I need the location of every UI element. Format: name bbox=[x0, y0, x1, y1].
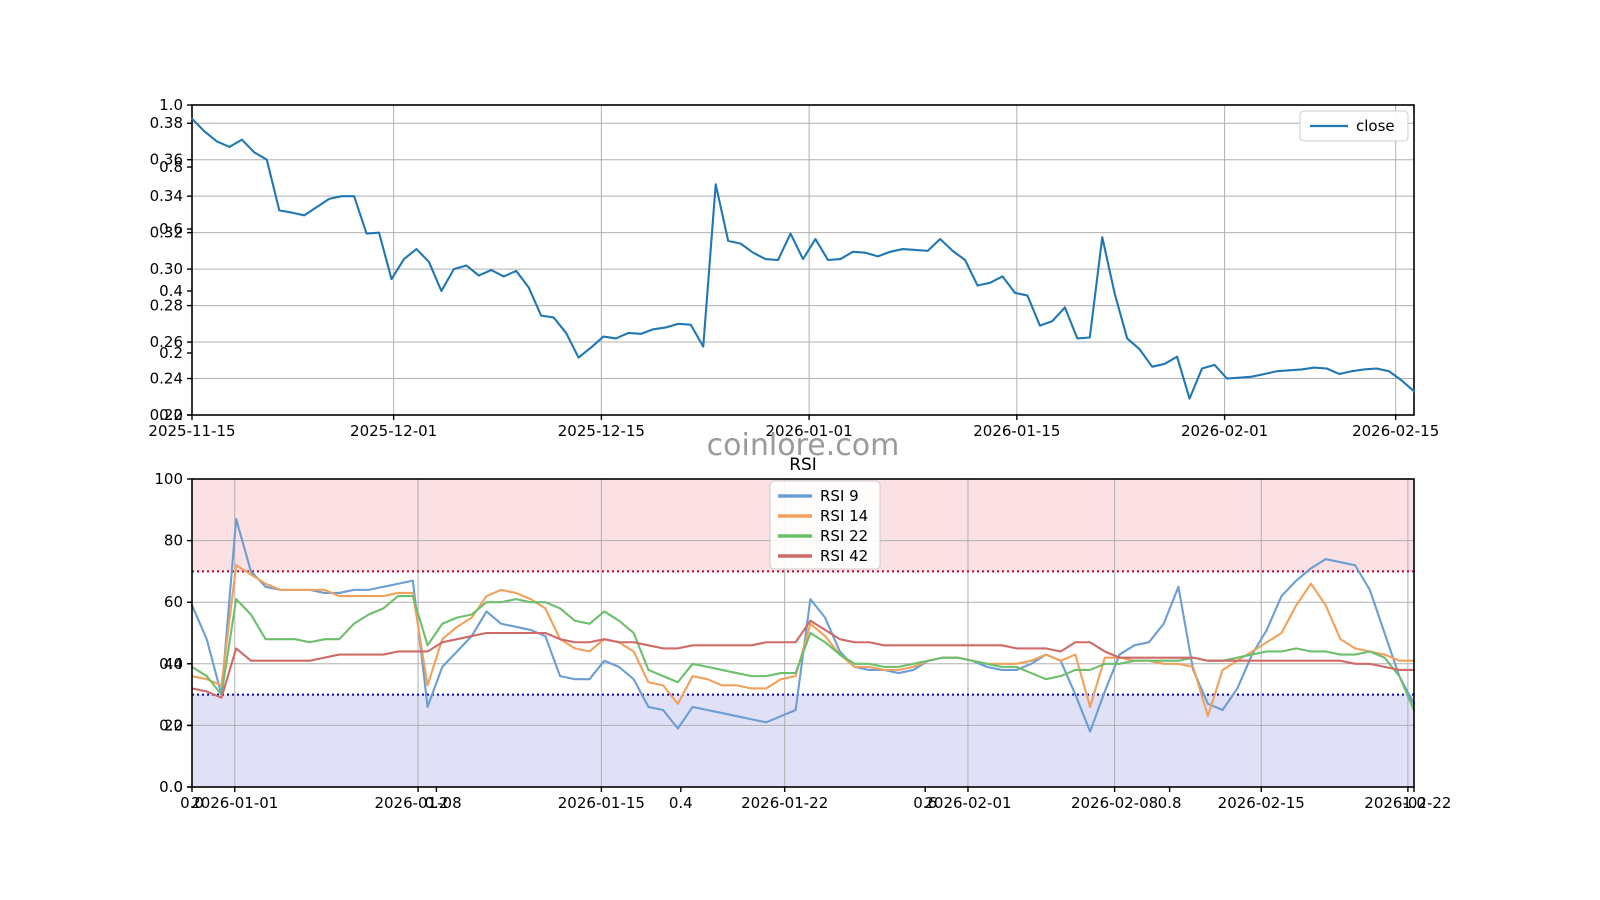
price-overlay-ytick-label: 0.4 bbox=[159, 282, 183, 300]
price-ytick-label: 0.32 bbox=[150, 224, 183, 242]
rsi-legend-label-rsi-9: RSI 9 bbox=[820, 487, 859, 505]
price-legend-label-close: close bbox=[1356, 117, 1395, 135]
price-xtick-label: 2026-01-15 bbox=[973, 422, 1060, 440]
price-axis-frame bbox=[191, 104, 1415, 416]
price-xtick-label: 2025-12-15 bbox=[558, 422, 645, 440]
price-ytick-label: 0.28 bbox=[150, 297, 183, 315]
price-xtick-label: 2025-11-15 bbox=[148, 422, 235, 440]
price-overlay-ytick-label: 0.2 bbox=[159, 344, 183, 362]
price-series-close bbox=[190, 117, 1416, 400]
rsi-legend-label-rsi-22: RSI 22 bbox=[820, 527, 868, 545]
price-xtick-label: 2026-02-01 bbox=[1181, 422, 1268, 440]
rsi-ytick-label: 40 bbox=[164, 655, 183, 673]
price-ytick-label: 0.24 bbox=[150, 370, 183, 388]
rsi-overlay-xtick-label: 0.0 bbox=[180, 794, 204, 812]
price-overlay-ytick-label: 1.0 bbox=[159, 96, 183, 114]
price-overlay-ytick-label: 0.0 bbox=[159, 406, 183, 424]
price-xtick-label: 2026-01-01 bbox=[766, 422, 853, 440]
price-legend-box[interactable] bbox=[1299, 110, 1409, 142]
rsi-overlay-xtick-label: 0.8 bbox=[1158, 794, 1182, 812]
rsi-axis-frame bbox=[191, 478, 1415, 788]
price-ytick-label: 0.30 bbox=[150, 260, 183, 278]
rsi-xtick-label: 2026-01-22 bbox=[741, 794, 828, 812]
rsi-ytick-label: 80 bbox=[164, 532, 183, 550]
price-xtick-label: 2026-02-15 bbox=[1352, 422, 1439, 440]
rsi-legend-label-rsi-42: RSI 42 bbox=[820, 547, 868, 565]
rsi-xtick-label: 2026-01-15 bbox=[558, 794, 645, 812]
rsi-overlay-xtick-label: 0.6 bbox=[913, 794, 937, 812]
rsi-legend-label-rsi-14: RSI 14 bbox=[820, 507, 868, 525]
rsi-panel-title: RSI bbox=[789, 455, 817, 475]
rsi-xtick-label: 2026-01-08 bbox=[374, 794, 461, 812]
rsi-oversold-band bbox=[192, 694, 1414, 787]
rsi-overlay-ytick-label: 0.2 bbox=[159, 716, 183, 734]
price-panel: 0.22 0.24 0.26 0.28 0.30 0.32 0.34 0.36 0.38 0.0 0… bbox=[148, 96, 1439, 440]
rsi-xtick-label: 2026-02-01 bbox=[924, 794, 1011, 812]
rsi-ytick-label: 60 bbox=[164, 593, 183, 611]
rsi-ytick-label: 0 bbox=[173, 778, 183, 796]
rsi-ytick-label: 100 bbox=[154, 470, 183, 488]
rsi-overlay-ytick-label: 0.0 bbox=[159, 778, 183, 796]
rsi-xtick-label: 2026-01-01 bbox=[191, 794, 278, 812]
rsi-overlay-xtick-label: 0.2 bbox=[424, 794, 448, 812]
price-ytick-label: 0.36 bbox=[150, 151, 183, 169]
rsi-ytick-label: 20 bbox=[164, 716, 183, 734]
price-xtick-label: 2025-12-01 bbox=[350, 422, 437, 440]
rsi-legend-box[interactable] bbox=[769, 480, 881, 570]
price-ytick-label: 0.26 bbox=[150, 333, 183, 351]
rsi-xtick-label: 2026-02-22 bbox=[1364, 794, 1451, 812]
price-ytick-label: 0.34 bbox=[150, 187, 183, 205]
rsi-series-rsi-42 bbox=[190, 619, 1416, 699]
rsi-xtick-label: 2026-02-08 bbox=[1071, 794, 1158, 812]
price-ytick-label: 0.22 bbox=[150, 406, 183, 424]
rsi-xtick-label: 2026-02-15 bbox=[1218, 794, 1305, 812]
rsi-overlay-xtick-label: 0.4 bbox=[669, 794, 693, 812]
rsi-overlay-ytick-label: 0.4 bbox=[159, 655, 183, 673]
price-overlay-ytick-label: 0.8 bbox=[159, 158, 183, 176]
rsi-series-rsi-14 bbox=[190, 564, 1416, 718]
site-watermark: coinlore.com bbox=[707, 428, 900, 463]
rsi-overlay-xtick-label: 1.0 bbox=[1402, 794, 1426, 812]
price-ytick-label: 0.38 bbox=[150, 114, 183, 132]
price-overlay-ytick-label: 0.6 bbox=[159, 220, 183, 238]
